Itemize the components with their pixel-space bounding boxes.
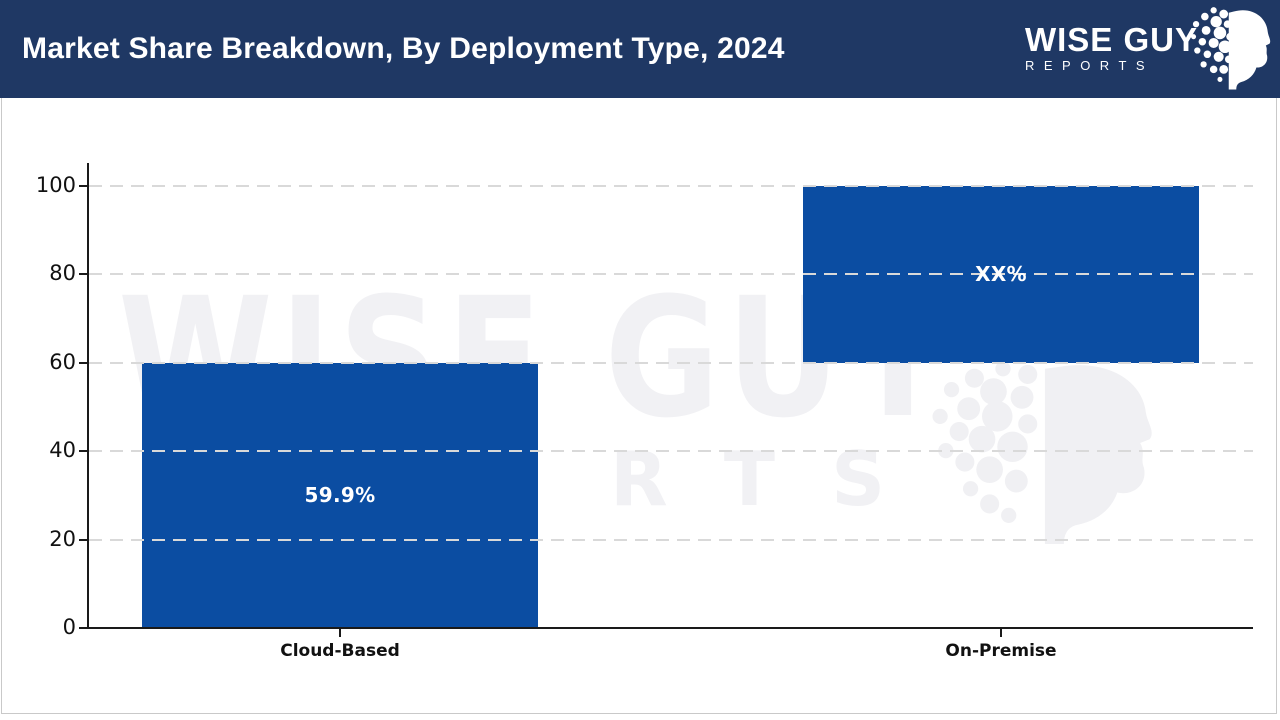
chart-title: Market Share Breakdown, By Deployment Ty… [22,32,785,65]
brand-logo-text: WISE GUY REPORTS [1024,20,1198,74]
y-tick-100 [79,184,88,187]
gridline-100 [89,184,1253,187]
y-tick-label-0: 0 [62,615,76,639]
y-tick-80 [79,273,88,275]
bar-value-label: 59.9% [304,483,376,508]
gridline-80 [89,273,1253,275]
y-tick-label-60: 60 [49,349,76,374]
x-axis-line [87,627,1253,629]
y-tick-label-40: 40 [49,438,76,462]
watermark-dotted-head-profile-icon [932,363,1152,544]
y-tick-60 [79,361,88,364]
bar-value-label: XX% [975,262,1027,286]
x-tick-2 [1000,629,1002,637]
category-label-2: On-Premise [945,641,1057,661]
bar-cloud-based [142,362,538,628]
brand-subname: REPORTS [1024,58,1155,74]
gridline-40 [89,450,1253,452]
header-bar: Market Share Breakdown, By Deployment Ty… [0,0,1280,98]
y-tick-0 [79,627,88,629]
dotted-head-profile-icon [1191,7,1271,90]
y-axis-line [87,163,89,629]
y-tick-40 [79,450,88,452]
y-tick-label-80: 80 [49,261,76,285]
y-tick-label-100: 100 [35,172,76,197]
x-tick-1 [339,629,341,637]
gridline-20 [89,538,1253,541]
watermark-text-2: R T S [610,435,901,523]
y-tick-label-20: 20 [49,526,76,551]
gridline-60 [89,361,1253,364]
category-label-1: Cloud-Based [280,641,400,661]
brand-logo: WISE GUY REPORTS [1025,4,1276,92]
brand-name: WISE GUY [1024,20,1198,58]
y-tick-20 [79,538,88,541]
